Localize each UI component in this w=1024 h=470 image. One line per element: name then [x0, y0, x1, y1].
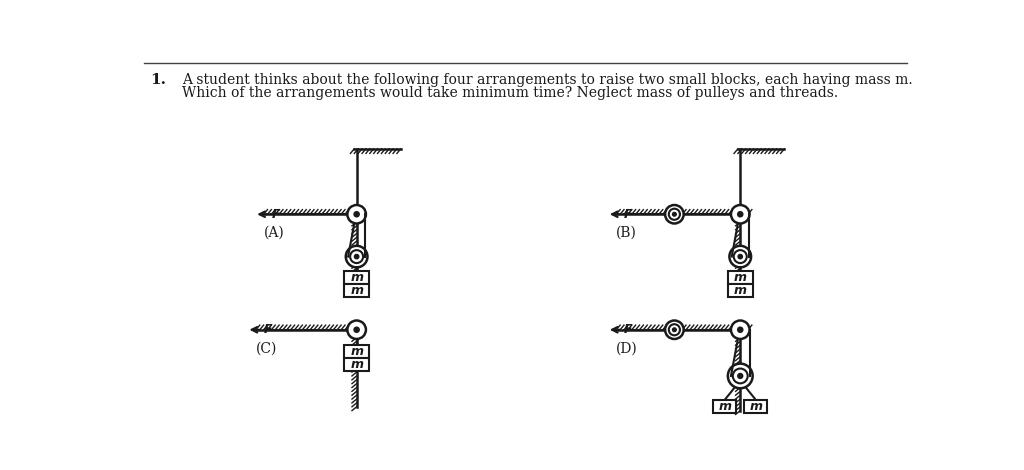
Circle shape: [665, 205, 684, 224]
Text: m: m: [350, 358, 364, 371]
Circle shape: [731, 321, 750, 339]
Circle shape: [733, 368, 748, 384]
Circle shape: [346, 246, 368, 267]
Circle shape: [665, 321, 684, 339]
Circle shape: [673, 212, 676, 216]
Text: m: m: [734, 271, 746, 284]
Bar: [713, 400, 736, 413]
Text: F: F: [271, 208, 280, 221]
Bar: [344, 271, 369, 284]
Circle shape: [738, 254, 742, 259]
Text: Which of the arrangements would take minimum time? Neglect mass of pulleys and t: Which of the arrangements would take min…: [182, 86, 839, 100]
Text: (B): (B): [616, 226, 637, 240]
Circle shape: [354, 254, 358, 259]
Bar: [344, 345, 369, 358]
Circle shape: [729, 246, 751, 267]
Text: F: F: [624, 323, 633, 336]
Bar: [344, 284, 369, 298]
Circle shape: [354, 212, 359, 217]
Text: m: m: [350, 284, 364, 298]
Text: (C): (C): [256, 341, 278, 355]
Bar: [744, 400, 767, 413]
Circle shape: [354, 327, 359, 332]
Circle shape: [669, 209, 680, 220]
Circle shape: [734, 250, 746, 263]
Circle shape: [347, 321, 366, 339]
Text: F: F: [263, 323, 272, 336]
Circle shape: [737, 212, 742, 217]
Text: (A): (A): [263, 226, 285, 240]
Circle shape: [347, 205, 366, 224]
Circle shape: [669, 324, 680, 335]
Circle shape: [731, 205, 750, 224]
Text: A student thinks about the following four arrangements to raise two small blocks: A student thinks about the following fou…: [182, 73, 912, 87]
Circle shape: [350, 250, 364, 263]
Text: F: F: [624, 208, 633, 221]
Text: m: m: [350, 345, 364, 358]
Text: 1.: 1.: [150, 73, 166, 87]
Circle shape: [728, 364, 753, 388]
Bar: [728, 271, 753, 284]
Circle shape: [673, 328, 676, 332]
Text: m: m: [350, 271, 364, 284]
Text: m: m: [734, 284, 746, 298]
Text: m: m: [718, 400, 731, 413]
Circle shape: [737, 327, 742, 332]
Text: m: m: [750, 400, 762, 413]
Circle shape: [737, 374, 742, 378]
Bar: [344, 358, 369, 371]
Text: (D): (D): [616, 341, 638, 355]
Bar: [728, 284, 753, 298]
